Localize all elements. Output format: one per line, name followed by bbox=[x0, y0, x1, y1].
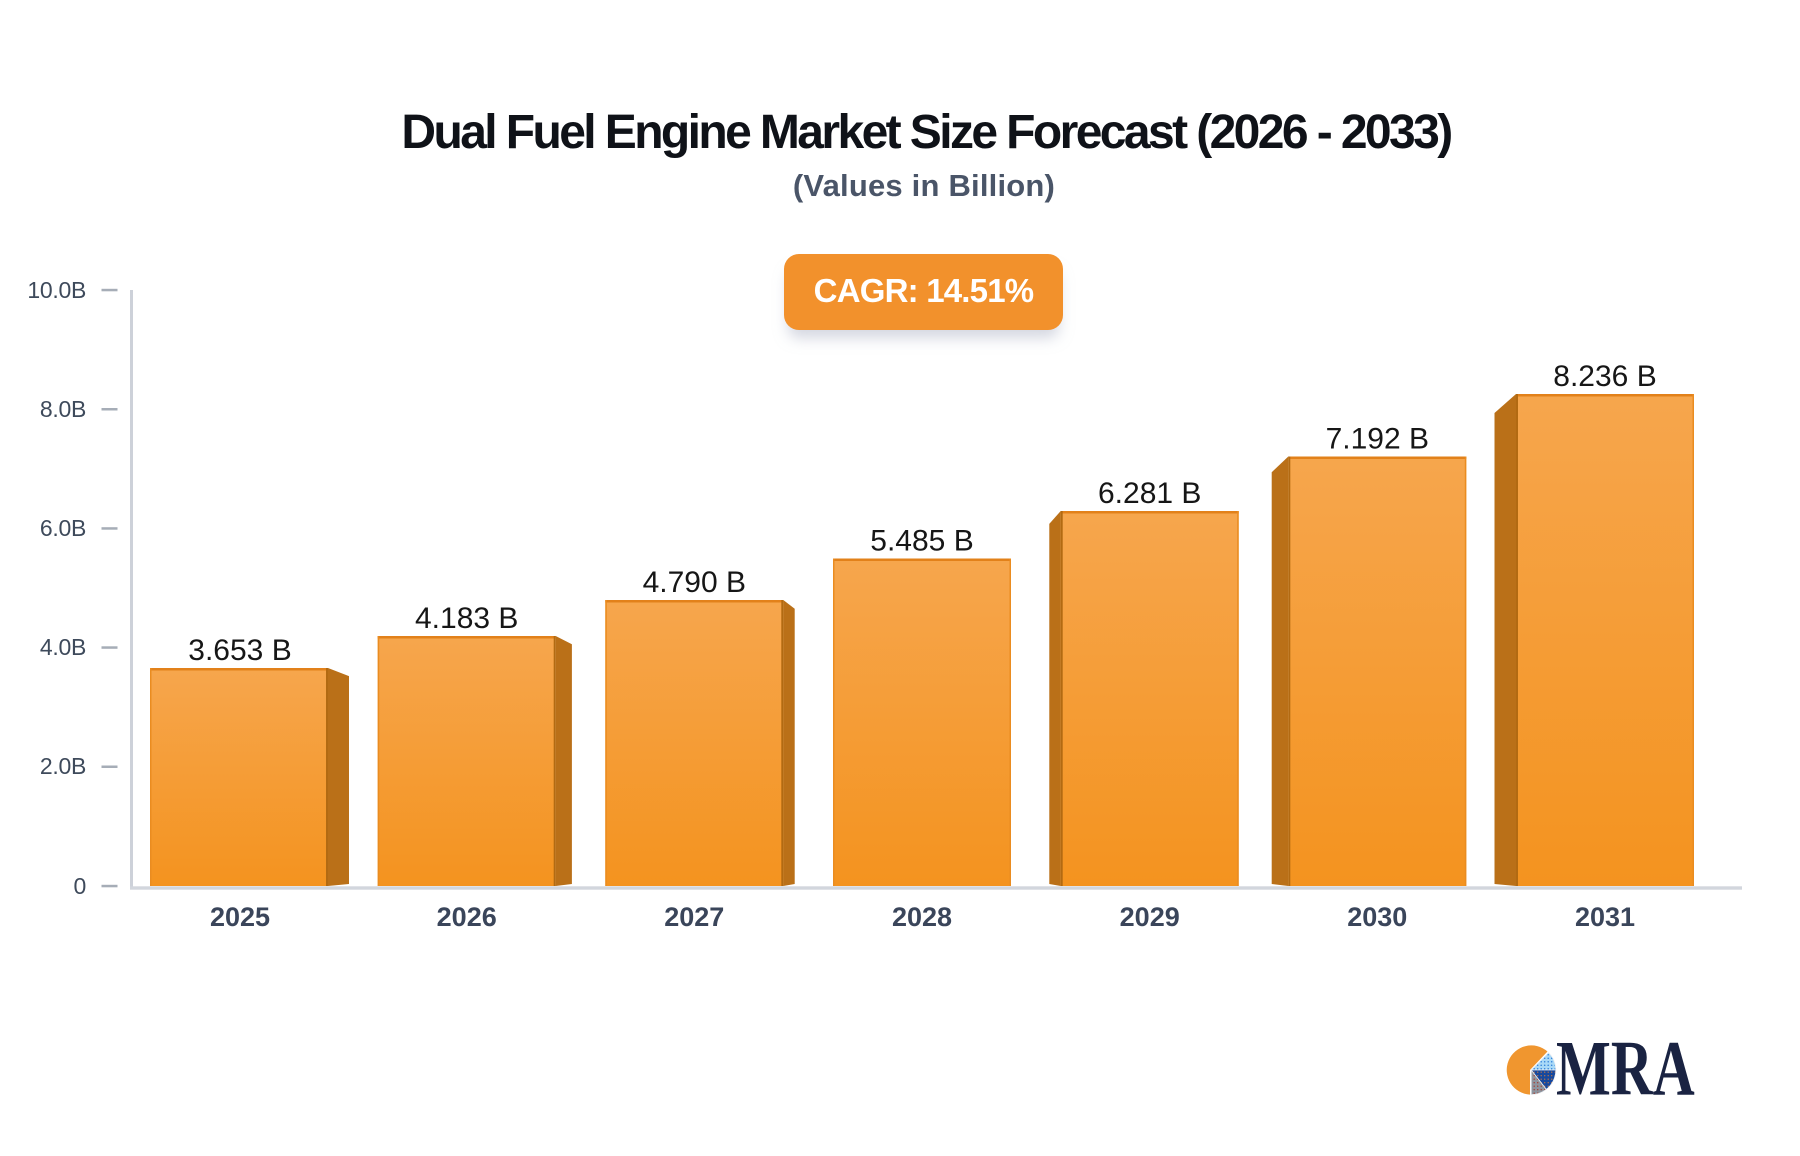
svg-text:10.0B: 10.0B bbox=[27, 277, 86, 303]
svg-text:2028: 2028 bbox=[892, 902, 952, 932]
svg-text:2025: 2025 bbox=[210, 902, 270, 932]
svg-text:2027: 2027 bbox=[664, 902, 724, 932]
svg-text:6.281 B: 6.281 B bbox=[1098, 477, 1201, 510]
svg-text:6.0B: 6.0B bbox=[40, 515, 86, 541]
svg-text:4.790 B: 4.790 B bbox=[643, 566, 746, 599]
svg-text:8.0B: 8.0B bbox=[40, 396, 86, 422]
svg-text:MRA: MRA bbox=[1556, 1025, 1695, 1111]
svg-text:4.183 B: 4.183 B bbox=[415, 602, 518, 635]
svg-text:0: 0 bbox=[74, 873, 87, 899]
svg-text:2031: 2031 bbox=[1575, 902, 1635, 932]
svg-text:7.192 B: 7.192 B bbox=[1326, 423, 1429, 456]
svg-text:3.653 B: 3.653 B bbox=[188, 634, 291, 667]
svg-text:8.236 B: 8.236 B bbox=[1553, 360, 1656, 393]
svg-text:2.0B: 2.0B bbox=[40, 753, 86, 779]
svg-text:2026: 2026 bbox=[437, 902, 497, 932]
svg-text:2030: 2030 bbox=[1347, 902, 1407, 932]
svg-text:2029: 2029 bbox=[1120, 902, 1180, 932]
svg-text:5.485 B: 5.485 B bbox=[870, 525, 973, 558]
svg-text:4.0B: 4.0B bbox=[40, 634, 86, 660]
